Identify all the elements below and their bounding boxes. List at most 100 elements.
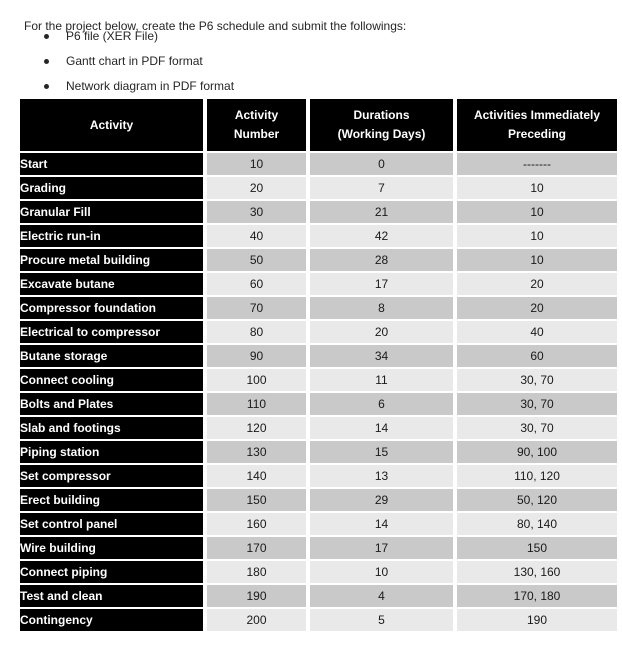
activity-number-cell: 110: [207, 393, 310, 417]
duration-cell: 10: [310, 561, 457, 585]
table-row: Set control panel 160 14 80, 140: [20, 513, 617, 537]
activity-name-cell: Compressor foundation: [20, 297, 207, 321]
table-row: Butane storage 90 34 60: [20, 345, 617, 369]
activity-name-cell: Erect building: [20, 489, 207, 513]
bullet-icon: [44, 59, 49, 64]
table-row: Wire building 170 17 150: [20, 537, 617, 561]
list-item-label: P6 file (XER File): [66, 29, 159, 43]
table-row: Excavate butane 60 17 20: [20, 273, 617, 297]
duration-cell: 0: [310, 153, 457, 177]
activity-schedule-table: Activity Activity Number Durations (Work…: [20, 99, 617, 633]
activity-number-cell: 140: [207, 465, 310, 489]
activity-number-cell: 200: [207, 609, 310, 633]
preceding-cell: 30, 70: [457, 393, 617, 417]
preceding-cell: 60: [457, 345, 617, 369]
activity-name-cell: Slab and footings: [20, 417, 207, 441]
list-item-p6-file: P6 file (XER File): [42, 30, 234, 43]
duration-cell: 14: [310, 513, 457, 537]
preceding-cell: 190: [457, 609, 617, 633]
activity-number-cell: 120: [207, 417, 310, 441]
duration-cell: 14: [310, 417, 457, 441]
preceding-cell: 130, 160: [457, 561, 617, 585]
intro-paragraph: For the project below, create the P6 sch…: [24, 19, 407, 33]
duration-cell: 28: [310, 249, 457, 273]
duration-cell: 29: [310, 489, 457, 513]
table-row: Grading 20 7 10: [20, 177, 617, 201]
activity-name-cell: Contingency: [20, 609, 207, 633]
table-row: Electric run-in 40 42 10: [20, 225, 617, 249]
table-row: Granular Fill 30 21 10: [20, 201, 617, 225]
activity-name-cell: Butane storage: [20, 345, 207, 369]
preceding-cell: 80, 140: [457, 513, 617, 537]
activity-number-cell: 10: [207, 153, 310, 177]
table-row: Connect piping 180 10 130, 160: [20, 561, 617, 585]
list-item-label: Gantt chart in PDF format: [66, 54, 203, 68]
table-row: Electrical to compressor 80 20 40: [20, 321, 617, 345]
activity-number-cell: 50: [207, 249, 310, 273]
preceding-cell: 10: [457, 249, 617, 273]
header-preceding: Activities Immediately Preceding: [457, 99, 617, 153]
activity-name-cell: Start: [20, 153, 207, 177]
activity-number-cell: 90: [207, 345, 310, 369]
table-row: Start 10 0 -------: [20, 153, 617, 177]
activity-number-cell: 20: [207, 177, 310, 201]
activity-number-cell: 30: [207, 201, 310, 225]
duration-cell: 21: [310, 201, 457, 225]
table-row: Procure metal building 50 28 10: [20, 249, 617, 273]
header-activity: Activity: [20, 99, 207, 153]
deliverables-list: P6 file (XER File) Gantt chart in PDF fo…: [42, 30, 234, 105]
activity-name-cell: Test and clean: [20, 585, 207, 609]
table-row: Connect cooling 100 11 30, 70: [20, 369, 617, 393]
preceding-cell: 20: [457, 297, 617, 321]
duration-cell: 6: [310, 393, 457, 417]
table-row: Compressor foundation 70 8 20: [20, 297, 617, 321]
list-item-label: Network diagram in PDF format: [66, 79, 235, 93]
preceding-cell: 40: [457, 321, 617, 345]
table-row: Piping station 130 15 90, 100: [20, 441, 617, 465]
activity-number-cell: 100: [207, 369, 310, 393]
activity-number-cell: 60: [207, 273, 310, 297]
table-body: Start 10 0 ------- Grading 20 7 10 Granu…: [20, 153, 617, 633]
table-header: Activity Activity Number Durations (Work…: [20, 99, 617, 153]
duration-cell: 8: [310, 297, 457, 321]
activity-number-cell: 40: [207, 225, 310, 249]
duration-cell: 17: [310, 537, 457, 561]
activity-name-cell: Procure metal building: [20, 249, 207, 273]
activity-name-cell: Wire building: [20, 537, 207, 561]
table-row: Contingency 200 5 190: [20, 609, 617, 633]
duration-cell: 15: [310, 441, 457, 465]
bullet-icon: [44, 84, 49, 89]
activity-number-cell: 80: [207, 321, 310, 345]
preceding-cell: -------: [457, 153, 617, 177]
table-row: Slab and footings 120 14 30, 70: [20, 417, 617, 441]
activity-number-cell: 130: [207, 441, 310, 465]
bullet-icon: [44, 34, 49, 39]
activity-number-cell: 150: [207, 489, 310, 513]
preceding-cell: 20: [457, 273, 617, 297]
activity-number-cell: 180: [207, 561, 310, 585]
duration-cell: 11: [310, 369, 457, 393]
preceding-cell: 30, 70: [457, 417, 617, 441]
preceding-cell: 30, 70: [457, 369, 617, 393]
preceding-cell: 90, 100: [457, 441, 617, 465]
list-item-network-diagram: Network diagram in PDF format: [42, 80, 234, 93]
duration-cell: 17: [310, 273, 457, 297]
activity-name-cell: Granular Fill: [20, 201, 207, 225]
activity-name-cell: Connect cooling: [20, 369, 207, 393]
duration-cell: 13: [310, 465, 457, 489]
preceding-cell: 170, 180: [457, 585, 617, 609]
activity-number-cell: 190: [207, 585, 310, 609]
activity-name-cell: Set compressor: [20, 465, 207, 489]
preceding-cell: 10: [457, 201, 617, 225]
header-activity-number: Activity Number: [207, 99, 310, 153]
duration-cell: 34: [310, 345, 457, 369]
list-item-gantt-chart: Gantt chart in PDF format: [42, 55, 234, 68]
header-durations: Durations (Working Days): [310, 99, 457, 153]
duration-cell: 5: [310, 609, 457, 633]
preceding-cell: 150: [457, 537, 617, 561]
preceding-cell: 10: [457, 177, 617, 201]
activity-number-cell: 70: [207, 297, 310, 321]
activity-number-cell: 170: [207, 537, 310, 561]
activity-name-cell: Bolts and Plates: [20, 393, 207, 417]
